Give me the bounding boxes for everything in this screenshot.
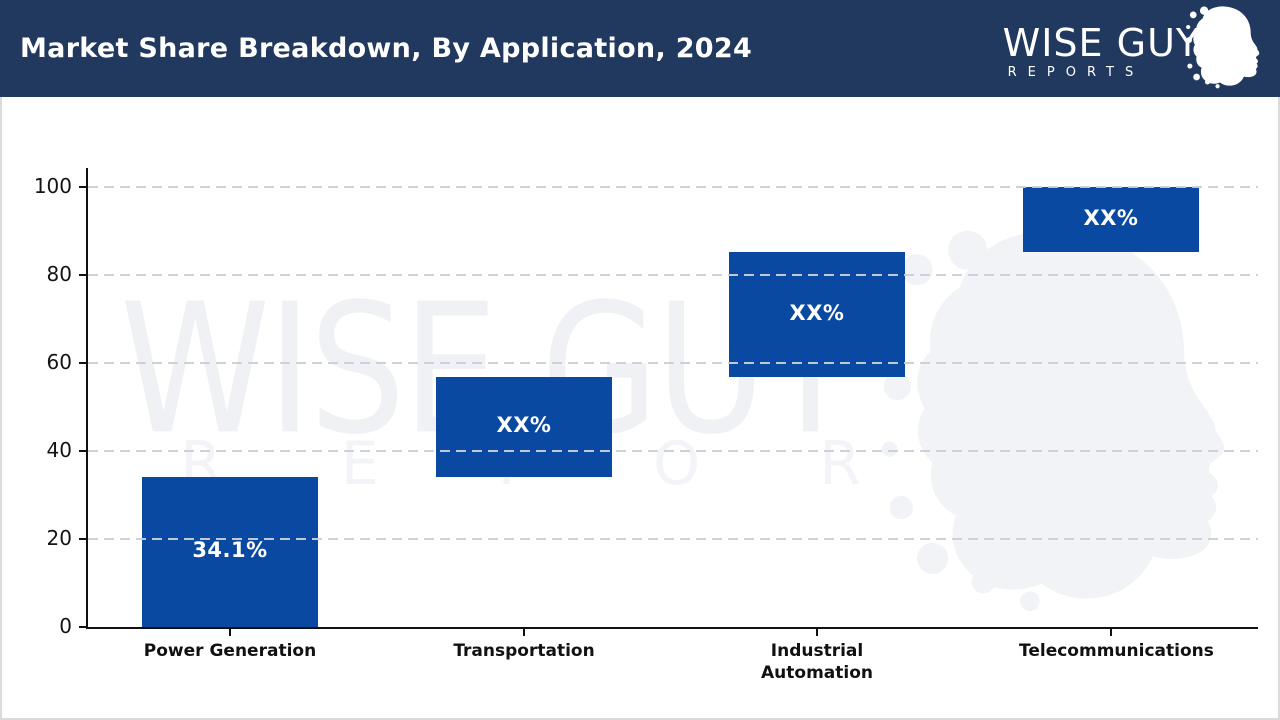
bar-value-label: 34.1% [192,537,268,562]
bar-transportation [436,377,612,477]
x-axis-tick [1110,629,1112,636]
y-axis-tick-label: 0 [59,614,72,638]
logo-text: WISE GUY REPORTS [1002,20,1201,81]
header: Market Share Breakdown, By Application, … [0,0,1280,97]
plot-area: 0 20 40 60 80 100 34.1% Power Generation XX% Tran… [2,97,1278,718]
y-axis-tick-label: 40 [46,438,72,462]
y-axis-tick [79,362,86,364]
bar-value-label: XX% [496,413,552,438]
bar-power-generation [142,476,318,627]
grid-line [88,538,1258,540]
y-axis-tick [79,538,86,540]
logo-brand-sub: REPORTS [1007,65,1145,81]
logo-brand-name: WISE GUY [1002,20,1201,65]
x-axis-label-industrial-automation: Industrial Automation [761,641,873,684]
y-axis-tick-label: 80 [46,262,72,286]
y-axis-line [86,168,88,629]
x-axis-label-power-generation: Power Generation [143,641,317,661]
x-axis-label-transportation: Transportation [453,641,595,661]
y-axis-tick-label: 60 [46,350,72,374]
y-axis-tick [79,450,86,452]
x-axis-line [86,627,1258,629]
y-axis-tick [79,626,86,628]
bar-telecommunications [1023,187,1199,253]
wiseguy-logo: WISE GUY REPORTS [1003,4,1268,90]
y-axis-tick-label: 20 [46,526,72,550]
x-axis-tick [816,629,818,636]
bar-industrial-automation [729,252,905,378]
bar-value-label: XX% [789,300,845,325]
y-axis-tick [79,186,86,188]
x-axis-label-telecommunications: Telecommunications [1019,641,1214,661]
x-axis-tick [523,629,525,636]
page-title: Market Share Breakdown, By Application, … [20,33,753,64]
grid-line [88,362,1258,364]
grid-line [88,274,1258,276]
y-axis-tick-label: 100 [33,174,72,198]
grid-line [88,186,1258,188]
y-axis-tick [79,274,86,276]
x-axis-tick [229,629,231,636]
chart-area: WISE GUY R E P O R T S 0 20 40 60 80 100 34.1%… [0,97,1280,720]
bar-value-label: XX% [1083,205,1139,230]
grid-line [88,450,1258,452]
logo-head-icon [1185,6,1260,89]
